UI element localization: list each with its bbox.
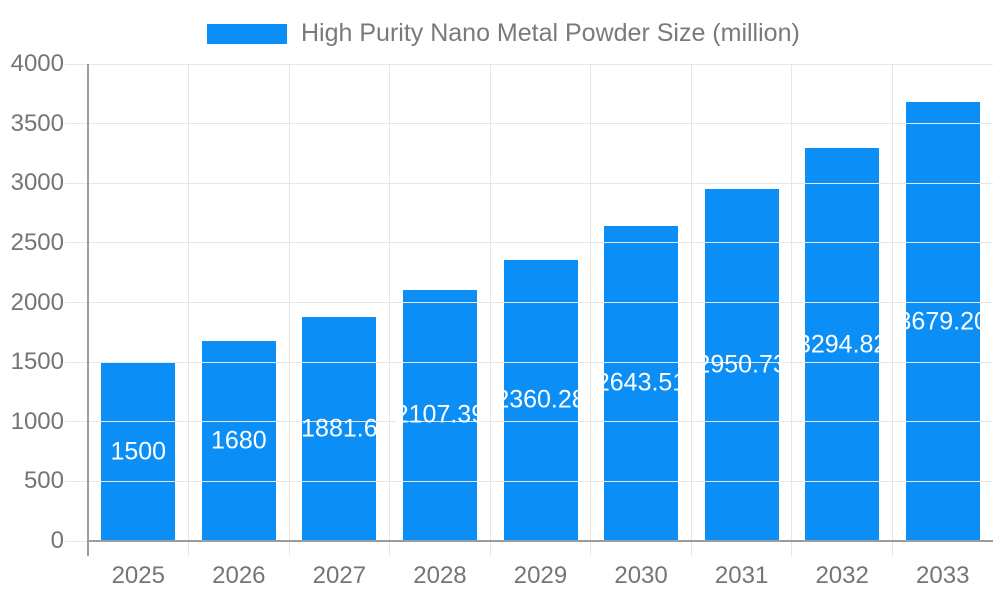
bar-value-label: 2643.51	[595, 368, 687, 397]
y-axis-tick	[65, 540, 88, 542]
y-axis-tick	[65, 480, 88, 482]
y-axis-label: 1500	[10, 348, 64, 376]
legend-swatch[interactable]	[207, 23, 287, 44]
y-axis-tick	[65, 63, 88, 65]
x-axis-label: 2025	[111, 562, 165, 589]
y-axis-label: 500	[23, 467, 64, 495]
x-gridline	[590, 64, 592, 556]
x-gridline	[489, 64, 491, 556]
y-axis-label: 2000	[10, 288, 64, 316]
y-axis-tick	[65, 182, 88, 184]
x-gridline	[891, 64, 893, 556]
y-gridline	[88, 242, 993, 244]
chart-title: High Purity Nano Metal Powder Size (mill…	[301, 19, 800, 47]
y-gridline	[88, 182, 993, 184]
bar-value-label: 3294.82	[796, 330, 888, 359]
bar-value-label: 2360.28	[495, 385, 586, 414]
y-axis-label: 0	[50, 527, 64, 554]
bar-value-label: 1680	[211, 426, 267, 455]
y-gridline	[88, 480, 993, 482]
bar-value-label: 1881.6	[301, 414, 378, 443]
x-axis-label: 2030	[614, 562, 668, 589]
y-axis-label: 2500	[10, 228, 64, 256]
y-axis-tick	[65, 361, 88, 363]
y-axis-line	[87, 64, 89, 556]
x-gridline	[690, 64, 692, 556]
bar-value-label: 2950.73	[696, 350, 787, 379]
bar[interactable]	[101, 362, 176, 541]
y-axis-label: 3000	[10, 169, 64, 197]
y-gridline	[88, 63, 993, 65]
x-axis-label: 2026	[212, 562, 266, 589]
x-axis-line	[87, 540, 993, 542]
x-axis-label: 2032	[815, 562, 869, 589]
bar[interactable]	[805, 148, 880, 541]
y-axis-label: 4000	[10, 50, 64, 77]
bar-value-label: 3679.20	[897, 307, 988, 336]
y-axis-tick	[65, 123, 88, 125]
x-axis-label: 2031	[714, 562, 769, 589]
bar-value-label: 2107.39	[394, 400, 486, 429]
legend[interactable]: High Purity Nano Metal Powder Size (mill…	[207, 21, 800, 46]
x-axis-label: 2033	[916, 562, 970, 589]
bar[interactable]	[704, 189, 779, 541]
bar[interactable]	[604, 225, 679, 541]
x-gridline	[288, 64, 290, 556]
bar[interactable]	[201, 340, 276, 541]
x-gridline	[188, 64, 190, 556]
bar[interactable]	[905, 102, 980, 541]
y-axis-tick	[65, 421, 88, 423]
bar[interactable]	[302, 316, 377, 541]
bar[interactable]	[402, 289, 477, 541]
y-axis-label: 3500	[10, 109, 64, 137]
y-gridline	[88, 421, 993, 423]
x-axis-label: 2027	[312, 562, 367, 589]
y-gridline	[88, 361, 993, 363]
x-gridline	[389, 64, 391, 556]
bar-value-label: 1500	[110, 437, 167, 466]
x-gridline	[791, 64, 793, 556]
bar[interactable]	[503, 259, 578, 541]
y-gridline	[88, 123, 993, 125]
y-axis-label: 1000	[10, 407, 64, 435]
x-axis-label: 2028	[413, 562, 467, 589]
y-axis-tick	[65, 302, 88, 303]
y-gridline	[88, 302, 993, 303]
x-axis-label: 2029	[513, 562, 568, 589]
y-axis-tick	[65, 242, 88, 244]
